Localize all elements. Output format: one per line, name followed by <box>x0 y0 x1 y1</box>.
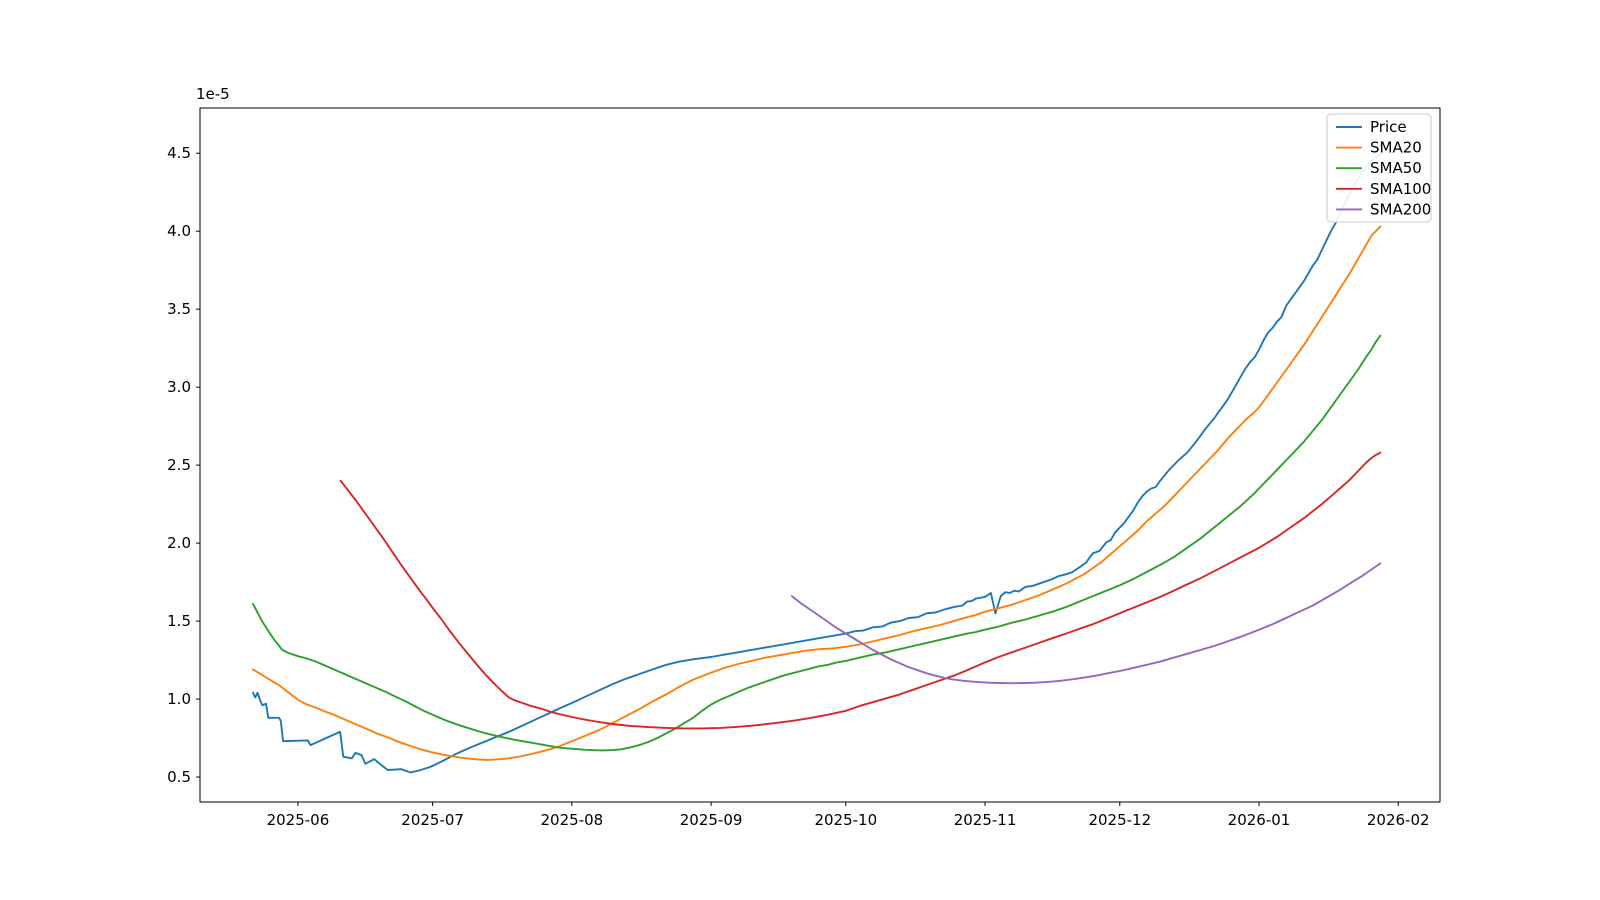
series-line-sma200 <box>790 562 1382 685</box>
y-tick-label: 4.5 <box>167 144 191 162</box>
legend-label-price: Price <box>1370 118 1407 136</box>
y-tick-label: 2.0 <box>167 534 191 552</box>
legend-label-sma50: SMA50 <box>1370 159 1422 177</box>
legend-label-sma20: SMA20 <box>1370 139 1422 157</box>
x-tick-label: 2025-09 <box>680 811 743 829</box>
y-tick-label: 1.0 <box>167 690 191 708</box>
legend-label-sma100: SMA100 <box>1370 180 1431 198</box>
y-tick-label: 3.0 <box>167 378 191 396</box>
series-line-sma50 <box>252 334 1382 752</box>
y-axis-offset-label: 1e-5 <box>196 85 230 103</box>
y-tick-label: 3.5 <box>167 300 191 318</box>
y-tick-label: 4.0 <box>167 222 191 240</box>
y-tick-label: 0.5 <box>167 768 191 786</box>
series-line-price <box>252 153 1382 774</box>
x-tick-label: 2025-07 <box>401 811 464 829</box>
series-line-sma20 <box>252 225 1382 761</box>
x-tick-label: 2025-10 <box>814 811 877 829</box>
x-tick-label: 2026-02 <box>1367 811 1430 829</box>
legend-box <box>1326 113 1432 223</box>
x-tick-label: 2025-08 <box>541 811 604 829</box>
series-line-sma100 <box>339 451 1382 730</box>
legend-label-sma200: SMA200 <box>1370 200 1431 218</box>
axes-border <box>199 107 1441 803</box>
y-tick-label: 1.5 <box>167 612 191 630</box>
x-tick-label: 2025-12 <box>1088 811 1151 829</box>
x-tick-label: 2026-01 <box>1228 811 1291 829</box>
x-tick-label: 2025-06 <box>267 811 330 829</box>
y-tick-label: 2.5 <box>167 456 191 474</box>
x-tick-label: 2025-11 <box>954 811 1017 829</box>
